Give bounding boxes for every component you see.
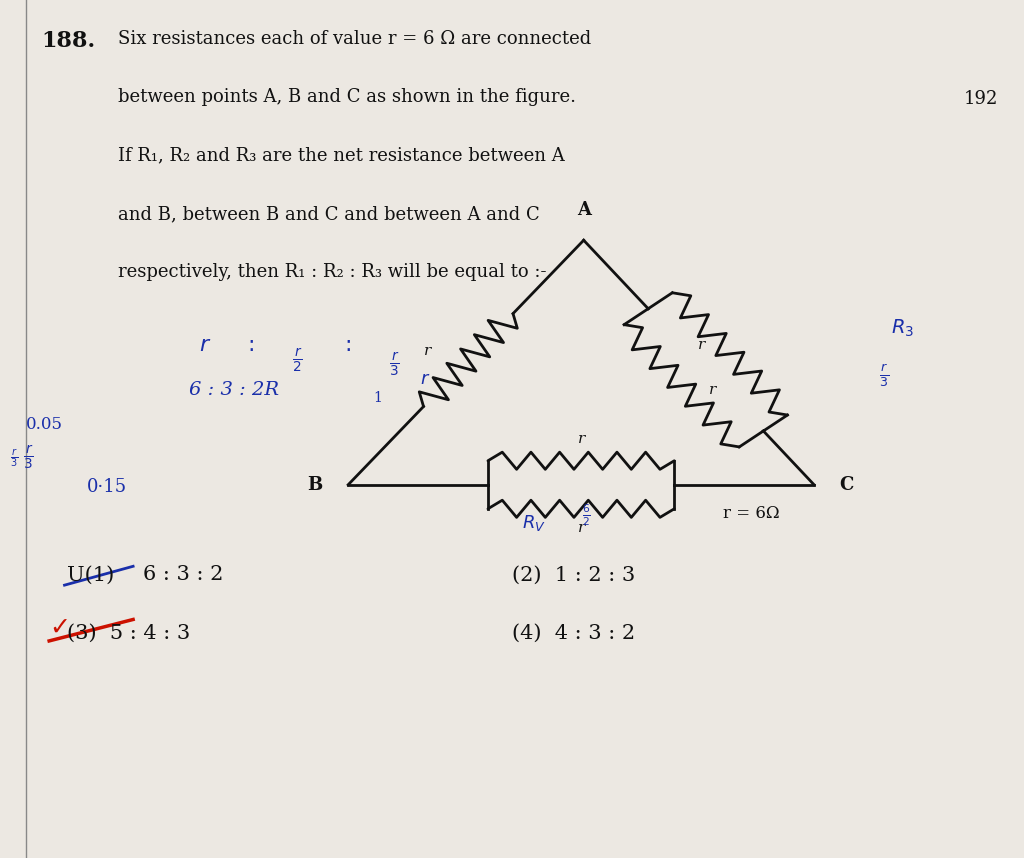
Text: :: : bbox=[344, 335, 352, 355]
Text: A: A bbox=[577, 201, 591, 219]
Text: 6 : 3 : 2: 6 : 3 : 2 bbox=[143, 565, 223, 584]
Text: (2)  1 : 2 : 3: (2) 1 : 2 : 3 bbox=[512, 565, 635, 584]
Text: $r$: $r$ bbox=[420, 371, 430, 388]
Text: 192: 192 bbox=[964, 90, 998, 108]
Text: $\frac{r}{3}$: $\frac{r}{3}$ bbox=[23, 444, 33, 473]
Text: 0.05: 0.05 bbox=[26, 416, 62, 433]
Text: (3)  5 : 4 : 3: (3) 5 : 4 : 3 bbox=[67, 624, 189, 643]
Text: (4)  4 : 3 : 2: (4) 4 : 3 : 2 bbox=[512, 624, 635, 643]
Text: $R_3$: $R_3$ bbox=[891, 318, 914, 339]
Text: C: C bbox=[840, 476, 854, 493]
Text: $\frac{r}{3}$: $\frac{r}{3}$ bbox=[389, 350, 399, 379]
Text: $r$: $r$ bbox=[199, 335, 211, 355]
Text: $\frac{6}{2}$: $\frac{6}{2}$ bbox=[582, 502, 591, 528]
Text: r: r bbox=[697, 338, 705, 353]
Text: $\frac{r}{3}$: $\frac{r}{3}$ bbox=[10, 447, 18, 469]
Text: respectively, then R₁ : R₂ : R₃ will be equal to :-: respectively, then R₁ : R₂ : R₃ will be … bbox=[118, 263, 546, 281]
Text: r: r bbox=[424, 344, 431, 359]
Text: r = 6Ω: r = 6Ω bbox=[724, 505, 780, 522]
Text: and B, between B and C and between A and C: and B, between B and C and between A and… bbox=[118, 205, 540, 223]
Text: $\frac{r}{2}$: $\frac{r}{2}$ bbox=[292, 346, 302, 375]
Text: $\frac{r}{3}$: $\frac{r}{3}$ bbox=[879, 363, 889, 389]
Text: r: r bbox=[709, 383, 716, 397]
Text: 0·15: 0·15 bbox=[87, 479, 127, 496]
Text: r: r bbox=[578, 432, 585, 446]
Text: ✓: ✓ bbox=[49, 616, 71, 640]
Text: 188.: 188. bbox=[41, 30, 95, 52]
Text: 1: 1 bbox=[374, 391, 383, 405]
Text: If R₁, R₂ and R₃ are the net resistance between A: If R₁, R₂ and R₃ are the net resistance … bbox=[118, 147, 564, 165]
Text: B: B bbox=[307, 476, 323, 493]
Text: $R_V$: $R_V$ bbox=[522, 513, 546, 534]
Text: :: : bbox=[247, 335, 255, 355]
Text: U(1): U(1) bbox=[67, 565, 114, 584]
Text: r: r bbox=[578, 521, 585, 535]
Text: Six resistances each of value r = 6 Ω are connected: Six resistances each of value r = 6 Ω ar… bbox=[118, 30, 591, 48]
Text: 6 : 3 : 2R: 6 : 3 : 2R bbox=[189, 382, 280, 399]
Text: between points A, B and C as shown in the figure.: between points A, B and C as shown in th… bbox=[118, 88, 575, 106]
